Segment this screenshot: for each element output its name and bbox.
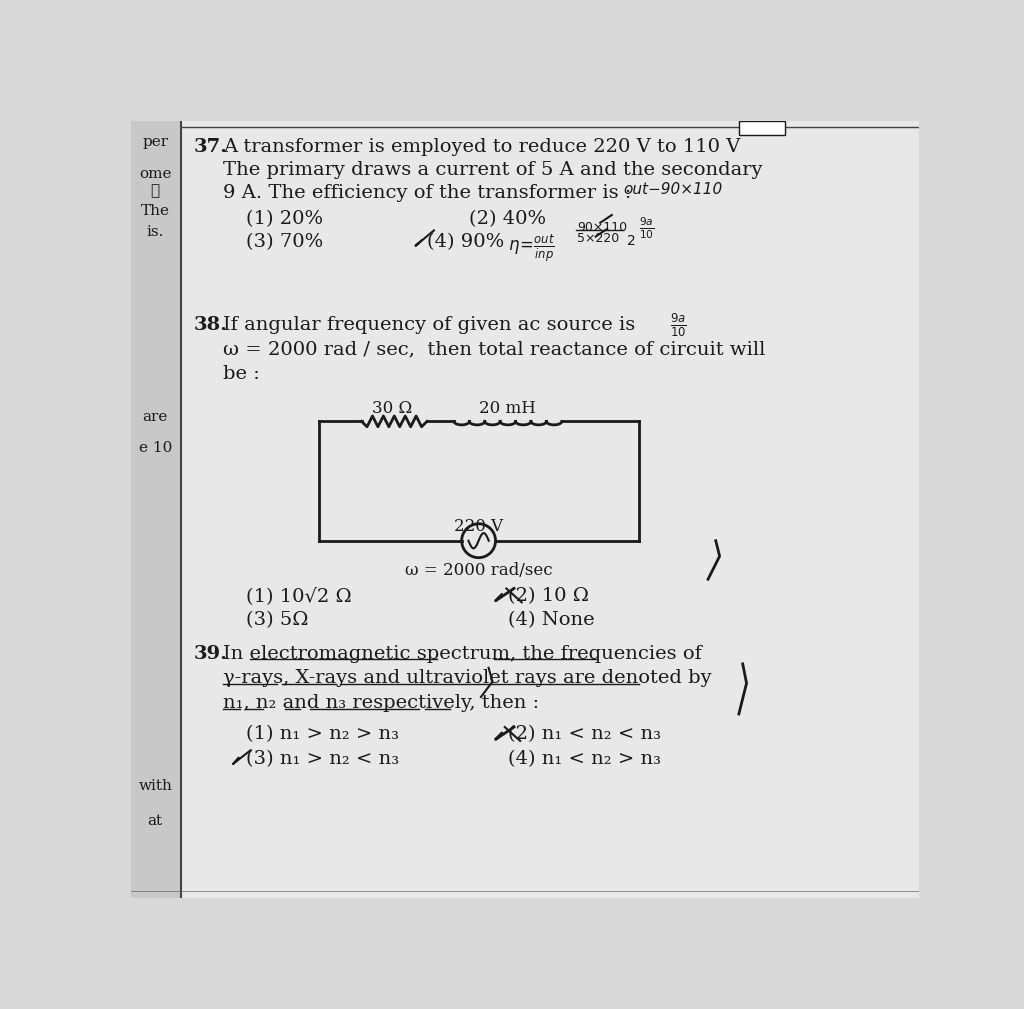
Text: (3) n₁ > n₂ < n₃: (3) n₁ > n₂ < n₃ — [246, 750, 399, 768]
Text: $\frac{9a}{10}$: $\frac{9a}{10}$ — [670, 312, 686, 339]
Text: (4) n₁ < n₂ > n₃: (4) n₁ < n₂ > n₃ — [508, 750, 660, 768]
Text: (2) 40%: (2) 40% — [469, 210, 547, 228]
Text: 90×110: 90×110 — [578, 221, 628, 234]
Text: e 10: e 10 — [138, 441, 172, 455]
Text: ⌒: ⌒ — [151, 185, 160, 198]
Text: γ-rays, X-rays and ultraviolet rays are denoted by: γ-rays, X-rays and ultraviolet rays are … — [223, 669, 712, 687]
Text: The primary draws a current of 5 A and the secondary: The primary draws a current of 5 A and t… — [223, 161, 763, 180]
Text: 30 Ω: 30 Ω — [373, 400, 413, 417]
Text: 37.: 37. — [194, 138, 227, 156]
Text: (4) None: (4) None — [508, 611, 595, 630]
Text: 220 V: 220 V — [454, 518, 503, 535]
Text: per: per — [142, 135, 168, 149]
Text: (3) 70%: (3) 70% — [246, 233, 324, 250]
Bar — [131, 121, 180, 898]
Text: 5×220: 5×220 — [578, 232, 620, 245]
Text: 20 mH: 20 mH — [479, 400, 537, 417]
Text: out−90×110: out−90×110 — [624, 182, 723, 197]
Text: with: with — [138, 779, 172, 793]
Text: 38.: 38. — [194, 316, 227, 334]
Text: The: The — [140, 204, 170, 218]
Text: (2) n₁ < n₂ < n₃: (2) n₁ < n₂ < n₃ — [508, 725, 660, 744]
Text: be :: be : — [223, 365, 260, 383]
Text: A transformer is employed to reduce 220 V to 110 V: A transformer is employed to reduce 220 … — [223, 138, 740, 156]
Text: is.: is. — [146, 225, 164, 239]
Text: $\eta\!=\!\frac{out}{inp}$: $\eta\!=\!\frac{out}{inp}$ — [508, 233, 555, 264]
Text: (1) 20%: (1) 20% — [246, 210, 324, 228]
Text: (2) 10 Ω: (2) 10 Ω — [508, 587, 589, 605]
Text: n₁, n₂ and n₃ respectively, then :: n₁, n₂ and n₃ respectively, then : — [223, 694, 539, 712]
Text: 2: 2 — [628, 234, 636, 248]
Text: In electromagnetic spectrum, the frequencies of: In electromagnetic spectrum, the frequen… — [223, 645, 701, 663]
Text: at: at — [147, 814, 163, 828]
Text: are: are — [142, 410, 168, 424]
Text: (1) n₁ > n₂ > n₃: (1) n₁ > n₂ > n₃ — [246, 725, 399, 744]
Text: ome: ome — [139, 167, 171, 182]
Text: 39.: 39. — [194, 645, 227, 663]
Bar — [739, 121, 785, 135]
Text: $\frac{9a}{10}$: $\frac{9a}{10}$ — [639, 215, 654, 240]
Text: (3) 5Ω: (3) 5Ω — [246, 611, 308, 630]
Text: ω = 2000 rad/sec: ω = 2000 rad/sec — [404, 562, 552, 579]
Text: ω = 2000 rad / sec,  then total reactance of circuit will: ω = 2000 rad / sec, then total reactance… — [223, 340, 765, 358]
Text: (1) 10√2 Ω: (1) 10√2 Ω — [246, 587, 352, 605]
Text: (4) 90%: (4) 90% — [427, 233, 504, 250]
Text: 9 A. The efficiency of the transformer is :: 9 A. The efficiency of the transformer i… — [223, 185, 632, 202]
Text: If angular frequency of given ac source is: If angular frequency of given ac source … — [223, 316, 635, 334]
